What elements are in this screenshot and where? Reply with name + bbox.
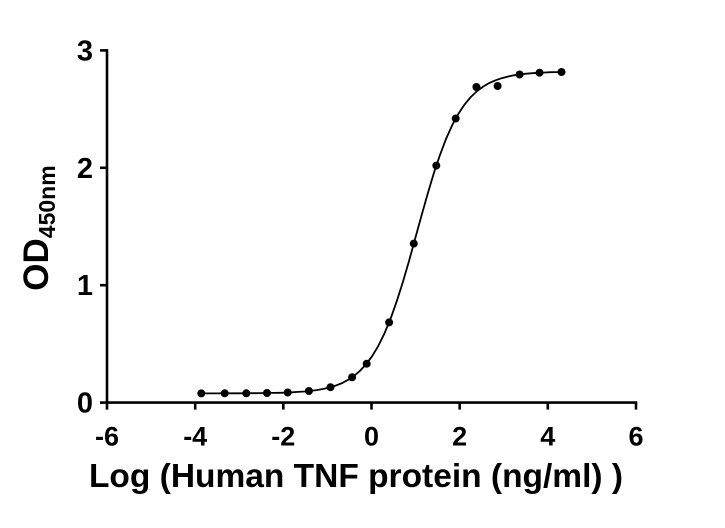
svg-text:2: 2	[77, 153, 93, 185]
svg-text:1: 1	[77, 270, 93, 302]
svg-text:OD450nm: OD450nm	[17, 165, 60, 290]
svg-text:Log (Human TNF protein (ng/m: Log (Human TNF protein (ng/ml) )	[89, 458, 623, 495]
svg-text:0: 0	[77, 388, 93, 420]
svg-text:3: 3	[77, 35, 93, 67]
svg-text:2: 2	[452, 422, 467, 452]
svg-text:4: 4	[540, 422, 555, 452]
svg-text:6: 6	[628, 422, 643, 452]
svg-text:0: 0	[364, 422, 379, 452]
svg-text:-6: -6	[95, 422, 119, 452]
svg-text:-4: -4	[183, 422, 207, 452]
svg-text:-2: -2	[271, 422, 295, 452]
